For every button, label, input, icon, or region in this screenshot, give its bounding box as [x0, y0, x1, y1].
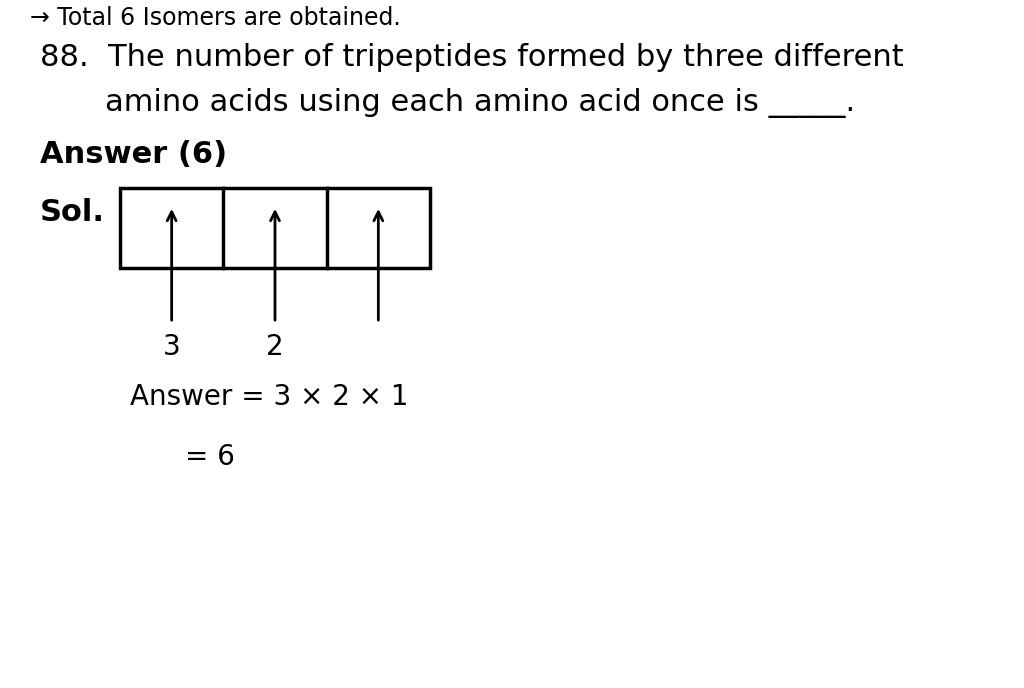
Text: 88.  The number of tripeptides formed by three different: 88. The number of tripeptides formed by …	[40, 43, 904, 72]
Text: → Total 6 Isomers are obtained.: → Total 6 Isomers are obtained.	[30, 6, 400, 30]
Text: Sol.: Sol.	[40, 198, 105, 227]
Text: Answer = 3 × 2 × 1: Answer = 3 × 2 × 1	[130, 383, 409, 411]
Text: 3: 3	[163, 333, 180, 361]
Text: Answer (6): Answer (6)	[40, 140, 227, 169]
Text: 2: 2	[266, 333, 284, 361]
Bar	[120, 188, 430, 268]
Text: = 6: = 6	[185, 443, 234, 471]
Text: amino acids using each amino acid once is _____.: amino acids using each amino acid once i…	[105, 88, 855, 118]
